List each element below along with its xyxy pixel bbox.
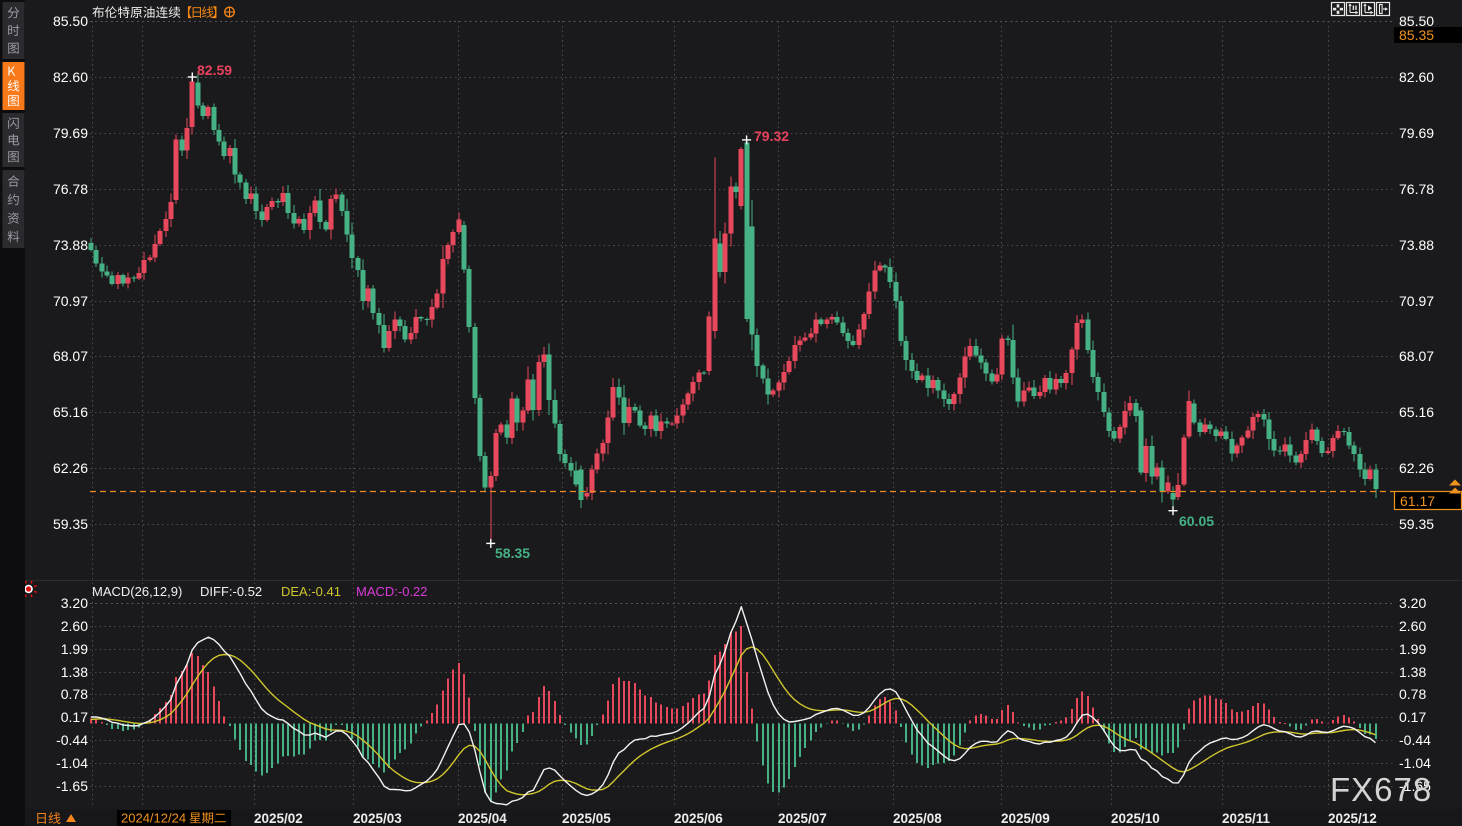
svg-text:76.78: 76.78: [1399, 181, 1434, 197]
svg-text:85.35: 85.35: [1399, 27, 1434, 43]
svg-text:-1.65: -1.65: [56, 778, 88, 794]
svg-text:85.50: 85.50: [53, 13, 88, 29]
svg-text:59.35: 59.35: [1399, 516, 1434, 532]
svg-text:70.97: 70.97: [53, 293, 88, 309]
svg-text:73.88: 73.88: [1399, 237, 1434, 253]
svg-text:3.20: 3.20: [61, 595, 88, 611]
svg-text:79.69: 79.69: [53, 125, 88, 141]
svg-text:DIFF:-0.52: DIFF:-0.52: [200, 584, 262, 599]
svg-text:2.60: 2.60: [61, 618, 88, 634]
svg-text:2025/05: 2025/05: [562, 811, 611, 826]
svg-text:0.17: 0.17: [1399, 709, 1426, 725]
svg-text:60.05: 60.05: [1179, 513, 1214, 529]
svg-text:2025/10: 2025/10: [1111, 811, 1160, 826]
svg-text:62.26: 62.26: [1399, 460, 1434, 476]
svg-text:-0.44: -0.44: [1399, 732, 1431, 748]
svg-text:2025/12: 2025/12: [1328, 811, 1377, 826]
svg-text:76.78: 76.78: [53, 181, 88, 197]
svg-text:0.78: 0.78: [1399, 686, 1426, 702]
svg-text:0.78: 0.78: [61, 686, 88, 702]
svg-text:1.99: 1.99: [61, 641, 88, 657]
svg-text:82.60: 82.60: [53, 69, 88, 85]
svg-text:70.97: 70.97: [1399, 293, 1434, 309]
svg-text:2025/02: 2025/02: [254, 811, 303, 826]
svg-text:85.50: 85.50: [1399, 13, 1434, 29]
svg-text:2025/11: 2025/11: [1222, 811, 1271, 826]
svg-text:1.99: 1.99: [1399, 641, 1426, 657]
svg-text:2.60: 2.60: [1399, 618, 1426, 634]
svg-text:65.16: 65.16: [53, 404, 88, 420]
svg-text:2025/04: 2025/04: [458, 811, 507, 826]
svg-text:MACD:-0.22: MACD:-0.22: [356, 584, 428, 599]
svg-text:2024/12/24: 2024/12/24: [121, 811, 186, 826]
svg-text:2025/06: 2025/06: [674, 811, 723, 826]
svg-text:2025/07: 2025/07: [778, 811, 827, 826]
svg-text:73.88: 73.88: [53, 237, 88, 253]
svg-text:1.38: 1.38: [1399, 664, 1426, 680]
svg-text:2025/09: 2025/09: [1001, 811, 1050, 826]
svg-text:82.60: 82.60: [1399, 69, 1434, 85]
svg-text:82.59: 82.59: [197, 62, 232, 78]
svg-text:FX678: FX678: [1330, 771, 1432, 808]
svg-text:3.20: 3.20: [1399, 595, 1426, 611]
svg-text:-1.04: -1.04: [1399, 755, 1431, 771]
svg-text:68.07: 68.07: [1399, 348, 1434, 364]
svg-text:MACD(26,12,9): MACD(26,12,9): [92, 584, 182, 599]
svg-text:65.16: 65.16: [1399, 404, 1434, 420]
svg-text:2025/03: 2025/03: [353, 811, 402, 826]
svg-text:DEA:-0.41: DEA:-0.41: [281, 584, 341, 599]
svg-text:79.32: 79.32: [754, 128, 789, 144]
svg-text:-1.65: -1.65: [1399, 778, 1431, 794]
svg-text:0.17: 0.17: [61, 709, 88, 725]
svg-text:58.35: 58.35: [495, 545, 530, 561]
svg-text:-0.44: -0.44: [56, 732, 88, 748]
svg-text:68.07: 68.07: [53, 348, 88, 364]
svg-text:2025/08: 2025/08: [893, 811, 942, 826]
svg-text:1.38: 1.38: [61, 664, 88, 680]
svg-text:59.35: 59.35: [53, 516, 88, 532]
svg-text:-1.04: -1.04: [56, 755, 88, 771]
svg-text:79.69: 79.69: [1399, 125, 1434, 141]
svg-text:62.26: 62.26: [53, 460, 88, 476]
svg-text:61.17: 61.17: [1400, 493, 1435, 509]
